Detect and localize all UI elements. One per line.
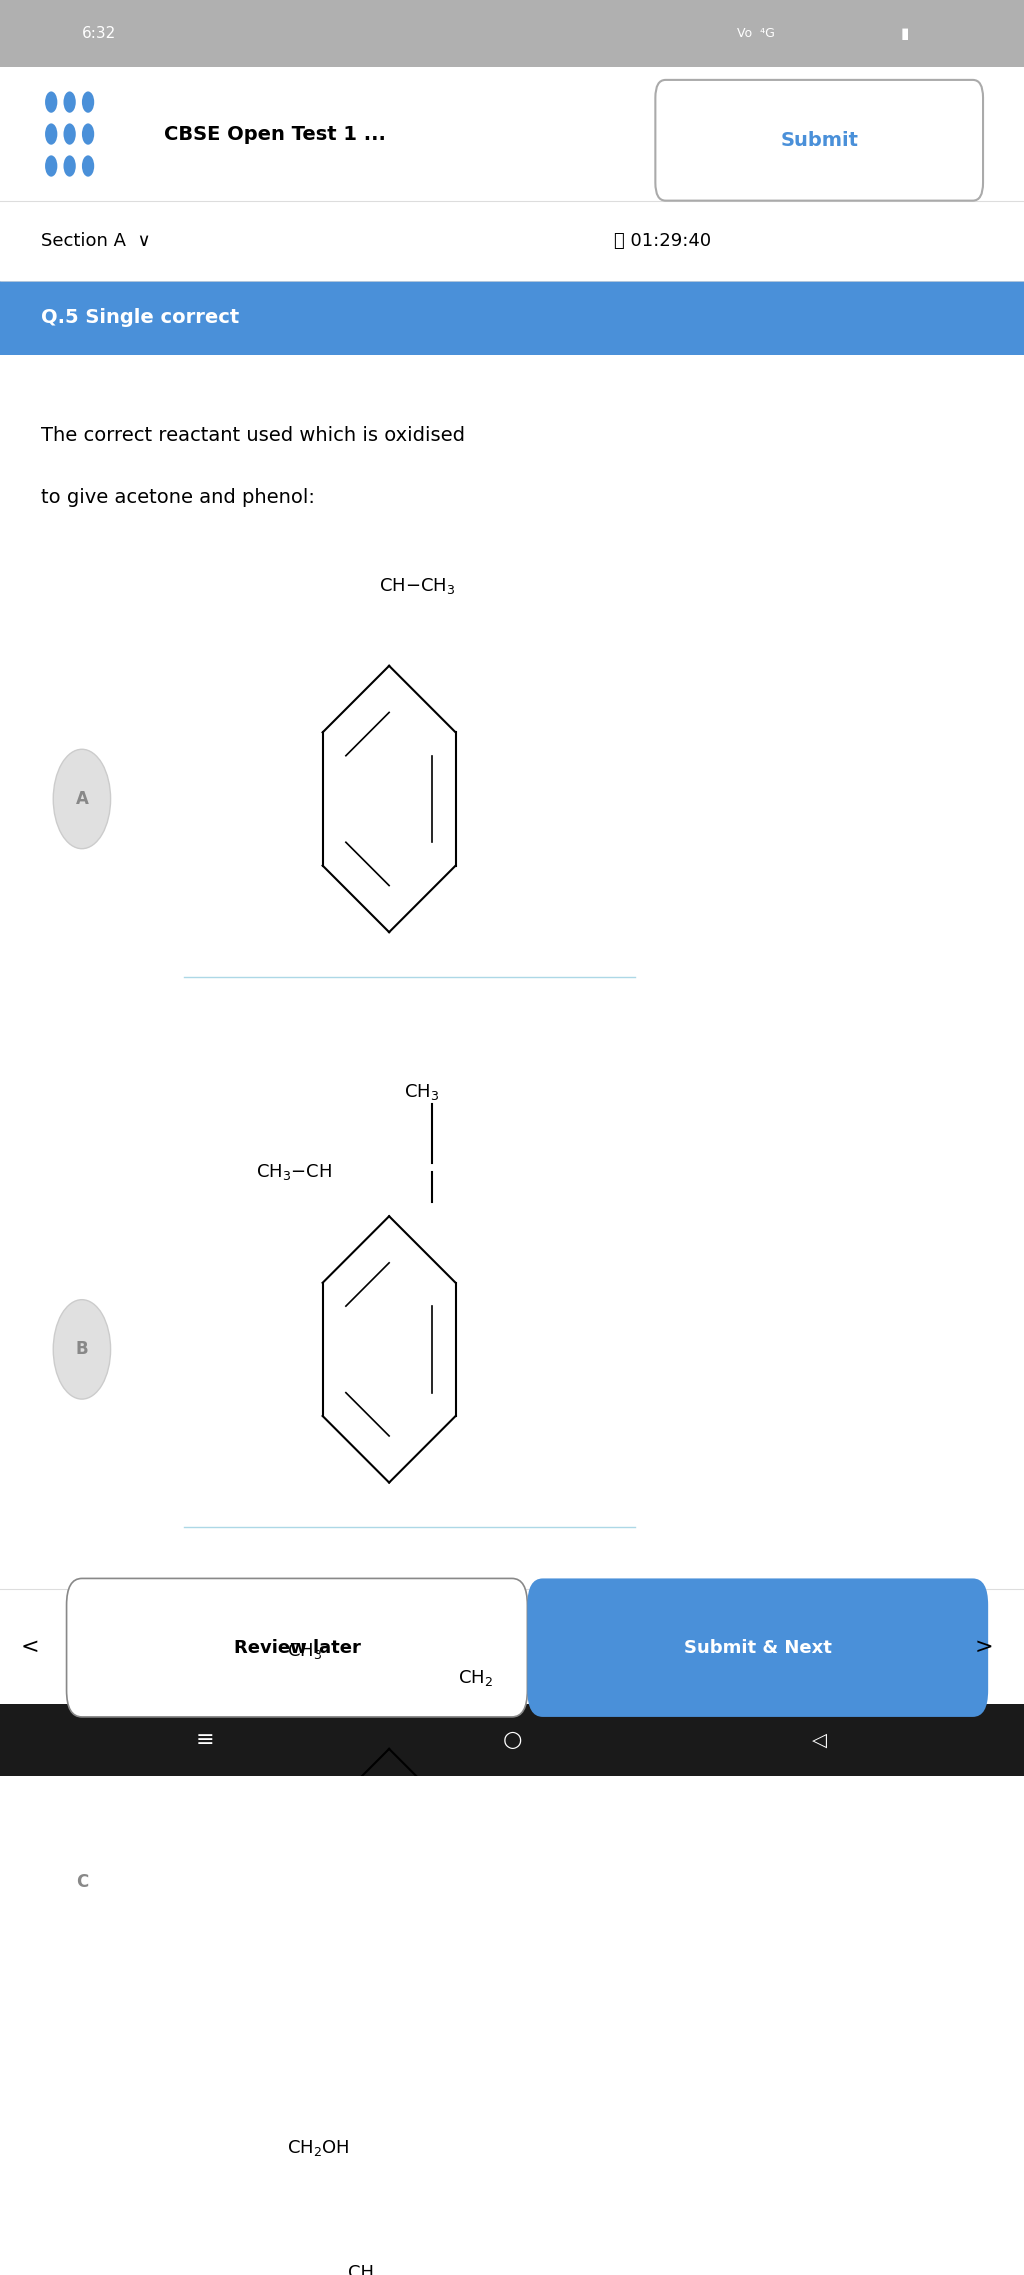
Circle shape bbox=[82, 155, 94, 177]
Circle shape bbox=[45, 123, 57, 146]
Text: to give acetone and phenol:: to give acetone and phenol: bbox=[41, 489, 314, 507]
Text: ≡: ≡ bbox=[196, 1729, 214, 1749]
Text: C: C bbox=[76, 1872, 88, 1891]
Text: Submit: Submit bbox=[780, 130, 858, 150]
Circle shape bbox=[45, 155, 57, 177]
FancyBboxPatch shape bbox=[527, 1579, 988, 1718]
Text: ○: ○ bbox=[503, 1729, 521, 1749]
Text: CH$_3$: CH$_3$ bbox=[404, 1083, 439, 1101]
Text: Q.5 Single correct: Q.5 Single correct bbox=[41, 309, 240, 328]
Circle shape bbox=[45, 91, 57, 114]
Bar bbox=[0, 200, 1024, 280]
Text: CBSE Open Test 1 ...: CBSE Open Test 1 ... bbox=[164, 125, 386, 143]
Text: CH$_3$$-$CH: CH$_3$$-$CH bbox=[256, 1163, 332, 1181]
Text: CH$_2$: CH$_2$ bbox=[459, 1668, 494, 1688]
Text: A: A bbox=[76, 789, 88, 808]
Text: 6:32: 6:32 bbox=[82, 27, 116, 41]
Text: ◁: ◁ bbox=[812, 1731, 826, 1749]
Circle shape bbox=[82, 123, 94, 146]
Text: Submit & Next: Submit & Next bbox=[684, 1638, 831, 1656]
Circle shape bbox=[63, 91, 76, 114]
Circle shape bbox=[63, 155, 76, 177]
Text: CH$-$CH$_3$: CH$-$CH$_3$ bbox=[379, 576, 456, 596]
FancyBboxPatch shape bbox=[655, 80, 983, 200]
Text: Review later: Review later bbox=[233, 1638, 360, 1656]
Bar bbox=[0, 1704, 1024, 1774]
Text: ⏱ 01:29:40: ⏱ 01:29:40 bbox=[614, 232, 712, 250]
Text: ▮: ▮ bbox=[901, 27, 909, 41]
Text: <: < bbox=[20, 1636, 39, 1656]
Bar bbox=[0, 68, 1024, 200]
Text: CH: CH bbox=[348, 2264, 374, 2275]
Text: >: > bbox=[975, 1636, 993, 1656]
Text: Section A  ∨: Section A ∨ bbox=[41, 232, 151, 250]
Circle shape bbox=[82, 91, 94, 114]
Text: Vo  ⁴G: Vo ⁴G bbox=[737, 27, 775, 41]
Bar bbox=[0, 280, 1024, 355]
Circle shape bbox=[53, 1831, 111, 1931]
Bar bbox=[0, 0, 1024, 68]
Text: CH$_3$: CH$_3$ bbox=[287, 1640, 322, 1661]
Text: CH$_2$OH: CH$_2$OH bbox=[287, 2138, 349, 2159]
Circle shape bbox=[53, 1299, 111, 1399]
Bar bbox=[0, 1588, 1024, 1704]
Circle shape bbox=[53, 748, 111, 849]
Text: The correct reactant used which is oxidised: The correct reactant used which is oxidi… bbox=[41, 425, 465, 446]
Circle shape bbox=[63, 123, 76, 146]
FancyBboxPatch shape bbox=[67, 1579, 527, 1718]
Text: B: B bbox=[76, 1340, 88, 1358]
